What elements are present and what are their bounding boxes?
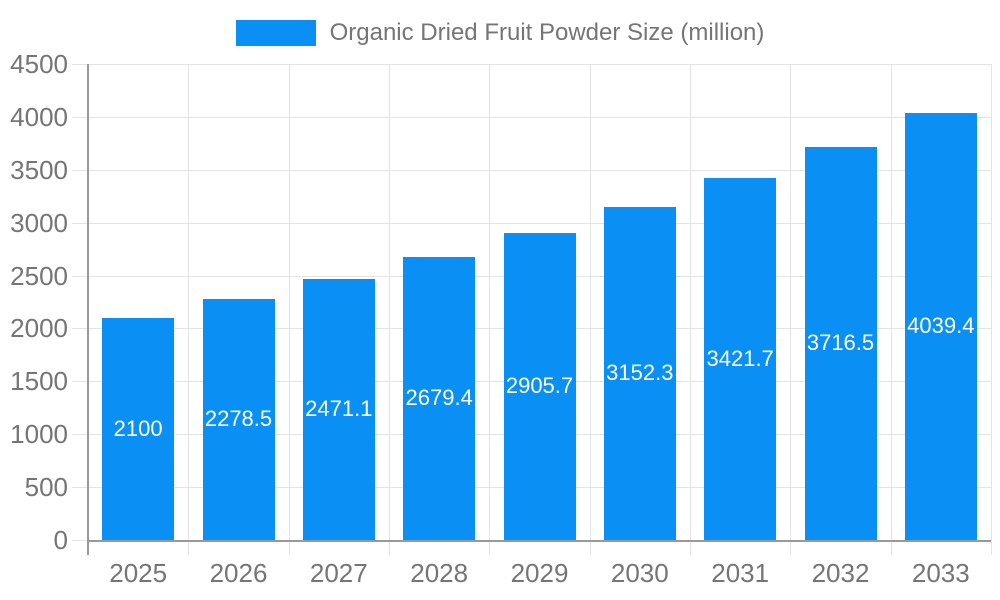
bar-2033[interactable]: 4039.4 [904, 112, 977, 540]
y-axis-tick-label: 1000 [10, 419, 68, 450]
x-gridline [690, 64, 691, 555]
bar-value-label: 2679.4 [405, 385, 473, 411]
y-axis-tick-label: 500 [24, 472, 68, 503]
bar-value-label: 2278.5 [204, 406, 273, 432]
y-axis-line [87, 64, 89, 555]
bar-2032[interactable]: 3716.5 [804, 146, 877, 540]
legend-swatch-icon[interactable] [235, 20, 316, 46]
x-axis-line [88, 540, 991, 542]
x-axis-tick-label: 2032 [811, 558, 870, 588]
legend-label[interactable]: Organic Dried Fruit Powder Size (million… [329, 19, 765, 46]
bar-value-label: 3716.5 [806, 330, 875, 356]
x-gridline [790, 64, 792, 555]
x-gridline [890, 64, 892, 555]
x-gridline [288, 64, 290, 555]
bar-value-label: 2471.1 [305, 396, 373, 422]
x-axis-tick-label: 2026 [209, 558, 268, 588]
y-axis-tick-label: 3000 [10, 207, 68, 238]
x-gridline [188, 64, 190, 555]
bar-value-label: 3421.7 [706, 346, 774, 372]
x-gridline [489, 64, 491, 555]
y-gridline [72, 64, 991, 65]
x-gridline [991, 64, 992, 555]
bar-2031[interactable]: 3421.7 [704, 178, 777, 540]
bar-2028[interactable]: 2679.4 [403, 256, 476, 540]
x-gridline [589, 64, 591, 555]
y-axis-tick-label: 3500 [10, 154, 68, 185]
bar-2029[interactable]: 2905.7 [503, 232, 576, 540]
y-gridline [72, 169, 991, 171]
x-axis-tick-label: 2031 [711, 558, 770, 588]
chart-legend: Organic Dried Fruit Powder Size (million… [0, 19, 1000, 47]
y-axis-tick-label: 2500 [10, 260, 68, 291]
bar-2026[interactable]: 2278.5 [202, 298, 275, 540]
bar-value-label: 3152.3 [606, 360, 674, 386]
x-axis-tick-label: 2027 [309, 558, 368, 588]
x-axis-tick-label: 2029 [510, 558, 569, 588]
bar-value-label: 2100 [113, 415, 163, 441]
y-axis-tick-label: 0 [53, 525, 68, 555]
bar-value-label: 4039.4 [907, 313, 975, 339]
y-axis-tick-label: 4000 [10, 101, 68, 132]
y-axis-tick-label: 4500 [10, 49, 68, 79]
x-gridline [389, 64, 390, 555]
y-gridline [72, 222, 991, 224]
y-gridline [72, 116, 991, 118]
y-axis-tick-label: 1500 [10, 366, 68, 397]
x-axis-tick-label: 2028 [410, 558, 469, 588]
bar-2030[interactable]: 3152.3 [603, 206, 676, 540]
x-axis-tick-label: 2025 [109, 558, 168, 588]
bar-2027[interactable]: 2471.1 [302, 278, 375, 540]
x-axis-tick-label: 2030 [610, 558, 669, 588]
bar-value-label: 2905.7 [505, 373, 574, 399]
x-axis-tick-label: 2033 [911, 558, 970, 588]
y-axis-tick-label: 2000 [10, 313, 68, 344]
bar-2025[interactable]: 2100 [102, 317, 175, 540]
